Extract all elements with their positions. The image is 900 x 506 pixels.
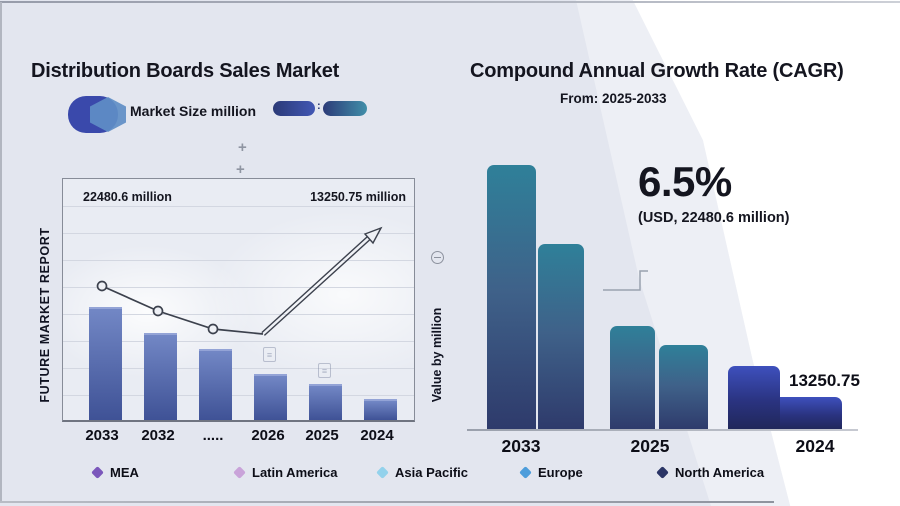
- market-size-bar-2032: [144, 333, 177, 420]
- cagr-baseline-axis: [467, 429, 858, 431]
- pill-separator: :: [317, 100, 321, 112]
- x-label-2025: 2025: [305, 427, 339, 444]
- clipboard-watermark-icon: ≡: [318, 363, 331, 378]
- circled-minus-icon: [431, 251, 444, 264]
- annotation-end-value: 13250.75 million: [310, 190, 406, 204]
- x-label-2033: 2033: [501, 436, 541, 456]
- watermark-future-market-report: FUTURE MARKET REPORT: [38, 227, 52, 403]
- cagr-bar-annotation: 13250.75: [789, 371, 860, 390]
- market-size-bars: [63, 179, 414, 420]
- market-size-bar-2033: [89, 307, 122, 420]
- market-size-bar-2024: [364, 399, 397, 420]
- x-label-2024: 2024: [360, 427, 394, 444]
- x-label-2025: 2025: [630, 436, 670, 456]
- gridline: [63, 341, 414, 342]
- left-border-line: [0, 2, 2, 502]
- cagr-title: Compound Annual Growth Rate (CAGR): [470, 60, 844, 82]
- gradient-pill-icon-dark: [273, 101, 315, 116]
- top-border-line: [0, 1, 900, 3]
- x-label-2026: 2026: [251, 427, 285, 444]
- trend-line-arrow: [96, 226, 383, 336]
- y-axis-label: Value by million: [430, 307, 444, 403]
- plus-decoration-icon: +: [238, 139, 247, 156]
- gradient-pill-icon-teal: [323, 101, 367, 116]
- gridline: [63, 395, 414, 396]
- cagr-subtitle: From: 2025-2033: [560, 91, 667, 106]
- cagr-bar-2024-2: [780, 397, 842, 430]
- bottom-border-line: [0, 501, 774, 503]
- cagr-value: 6.5%: [638, 158, 732, 205]
- cagr-caption: (USD, 22480.6 million): [638, 210, 790, 226]
- gridline: [63, 260, 414, 261]
- x-label-2024: 2024: [795, 436, 835, 456]
- gridline: [63, 314, 414, 315]
- gridline: [63, 233, 414, 234]
- x-label-.....: .....: [202, 427, 224, 444]
- step-decoration-line: [603, 270, 648, 291]
- market-size-legend-label: Market Size million: [130, 103, 257, 119]
- market-size-bar-2025: [309, 384, 342, 420]
- x-label-2032: 2032: [141, 427, 175, 444]
- x-label-2033: 2033: [85, 427, 119, 444]
- plus-decoration-icon: +: [236, 161, 245, 178]
- market-size-bar-.....: [199, 349, 232, 420]
- gridline: [63, 206, 414, 207]
- annotation-start-value: 22480.6 million: [83, 190, 172, 204]
- gridline: [63, 287, 414, 288]
- clipboard-watermark-icon: ≡: [263, 347, 276, 362]
- gridline: [63, 368, 414, 369]
- market-size-chart-frame: 22480.6 million 13250.75 million ≡ ≡: [62, 178, 415, 422]
- page-title: Distribution Boards Sales Market: [31, 60, 340, 82]
- market-size-bar-2026: [254, 374, 287, 420]
